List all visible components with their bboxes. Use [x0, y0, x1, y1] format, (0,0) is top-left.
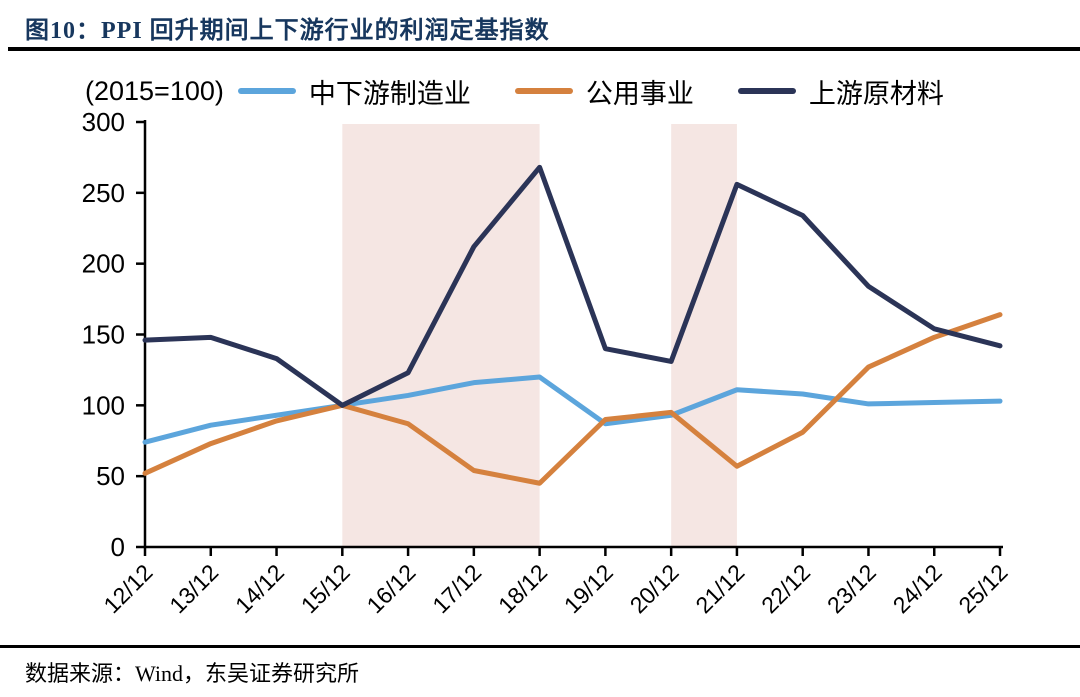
x-tick-label: 14/12 [230, 559, 289, 618]
x-tick-label: 16/12 [362, 559, 421, 618]
line-chart-canvas: 0 50 100 150 200 250 300 12/12 13/12 14/12 15/12 16… [82, 107, 1013, 618]
data-source-text: 数据来源：Wind，东吴证券研究所 [25, 661, 359, 686]
x-tick-label: 25/12 [953, 559, 1012, 618]
y-tick-label: 0 [111, 532, 125, 562]
legend-item-upstream-raw-materials: 上游原材料 [737, 72, 944, 111]
chart-line-mid-downstream-manufacturing [142, 374, 1003, 445]
legend-swatch-utilities [514, 88, 573, 94]
x-tick-label: 20/12 [625, 559, 684, 618]
highlight-band [342, 124, 540, 547]
x-tick-label: 15/12 [296, 559, 355, 618]
legend-label-upstream-raw-materials: 上游原材料 [808, 78, 944, 109]
legend-swatch-mid-downstream-manufacturing [237, 88, 296, 94]
x-tick-label: 12/12 [98, 559, 157, 618]
legend-label-utilities: 公用事业 [585, 78, 694, 109]
legend-item-utilities: 公用事业 [514, 72, 694, 111]
y-tick-label: 200 [82, 249, 125, 279]
y-tick-label: 300 [82, 107, 125, 137]
axis-unit-label: (2015=100) [85, 75, 224, 106]
chart-line-utilities [142, 312, 1003, 486]
chart-legend: (2015=100) 中下游制造业 公用事业 上游原材料 [85, 72, 988, 111]
x-tick-label: 24/12 [888, 559, 947, 618]
legend-swatch-upstream-raw-materials [737, 88, 796, 94]
x-tick-label: 17/12 [427, 559, 486, 618]
chart-line-upstream-raw-materials [142, 164, 1003, 408]
y-tick-label: 100 [82, 390, 125, 420]
x-tick-label: 22/12 [756, 559, 815, 618]
y-tick-label: 250 [82, 178, 125, 208]
chart: 0 50 100 150 200 250 300 12/12 13/12 14/12 15/12 16… [0, 60, 1080, 645]
figure-title: 图10：PPI 回升期间上下游行业的利润定基指数 [25, 18, 550, 44]
footer-divider [0, 645, 1080, 648]
x-tick-label: 21/12 [690, 559, 749, 618]
y-tick-label: 50 [96, 461, 125, 491]
x-tick-label: 18/12 [493, 559, 552, 618]
title-divider [8, 47, 1080, 51]
x-tick-label: 23/12 [822, 559, 881, 618]
legend-item-mid-downstream-manufacturing: 中下游制造业 [237, 72, 471, 111]
x-tick-label: 19/12 [559, 559, 618, 618]
x-tick-label: 13/12 [164, 559, 223, 618]
legend-label-mid-downstream-manufacturing: 中下游制造业 [308, 78, 471, 109]
y-tick-label: 150 [82, 320, 125, 350]
